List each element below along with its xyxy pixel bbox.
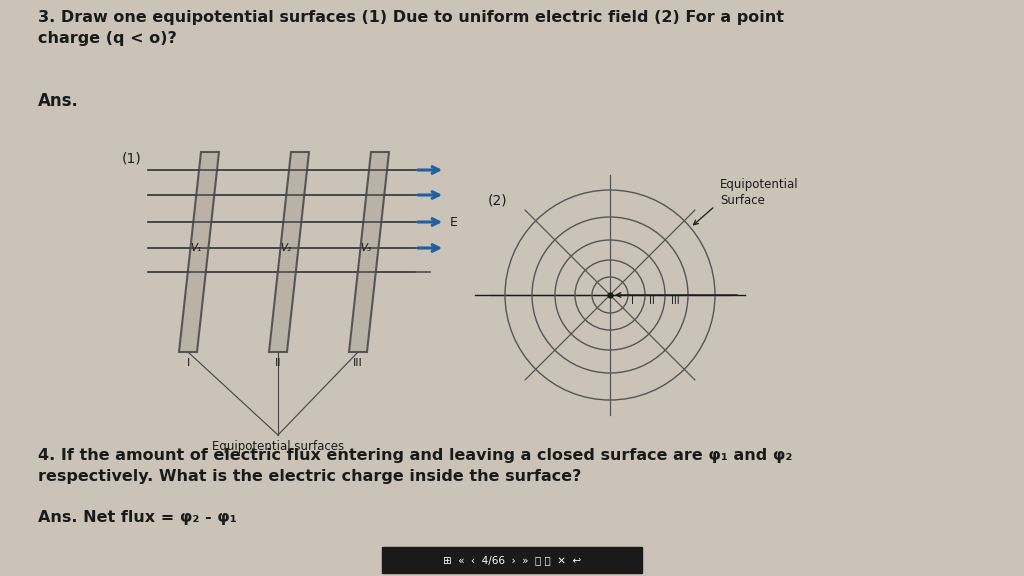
Text: I: I <box>631 296 634 306</box>
Text: V₂: V₂ <box>281 243 292 253</box>
Polygon shape <box>269 152 309 352</box>
Text: V₃: V₃ <box>360 243 372 253</box>
Text: Equipotential
Surface: Equipotential Surface <box>720 178 799 207</box>
Text: Equipotential surfaces: Equipotential surfaces <box>212 440 344 453</box>
Text: Ans.: Ans. <box>38 92 79 110</box>
Text: Ans. Net flux = φ₂ - φ₁: Ans. Net flux = φ₂ - φ₁ <box>38 510 237 525</box>
Text: (1): (1) <box>122 152 141 166</box>
Polygon shape <box>179 152 219 352</box>
Text: (2): (2) <box>488 193 508 207</box>
Text: V₁: V₁ <box>190 243 202 253</box>
Text: III: III <box>353 358 362 368</box>
Text: E: E <box>450 215 458 229</box>
Text: ⊞  «  ‹  4/66  ›  »  🔍 🔍  ✕  ↩: ⊞ « ‹ 4/66 › » 🔍 🔍 ✕ ↩ <box>442 555 582 565</box>
Text: 4. If the amount of electric flux entering and leaving a closed surface are φ₁ a: 4. If the amount of electric flux enteri… <box>38 448 793 484</box>
Text: 3. Draw one equipotential surfaces (1) Due to uniform electric field (2) For a p: 3. Draw one equipotential surfaces (1) D… <box>38 10 784 46</box>
Text: II: II <box>274 358 282 368</box>
Text: I: I <box>186 358 189 368</box>
Text: III: III <box>671 296 679 306</box>
Bar <box>382 547 642 573</box>
Text: II: II <box>649 296 655 306</box>
Polygon shape <box>349 152 389 352</box>
